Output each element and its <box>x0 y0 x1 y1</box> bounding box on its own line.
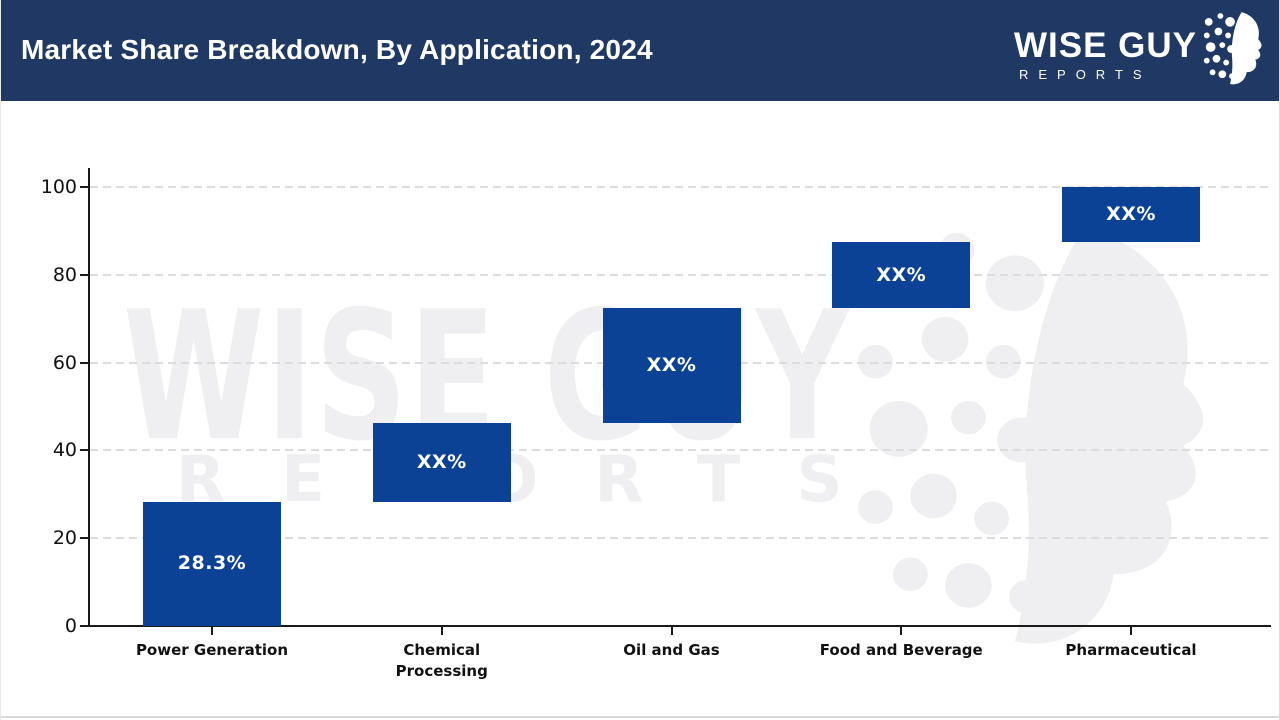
logo-wordmark: WISE GUY <box>1013 25 1197 65</box>
logo-subtitle: REPORTS <box>1018 66 1152 82</box>
y-tick-label: 100 <box>40 176 77 198</box>
chart-title: Market Share Breakdown, By Application, … <box>21 34 653 65</box>
y-tick-mark <box>80 273 89 276</box>
y-axis-line <box>88 168 90 627</box>
y-tick-label: 40 <box>52 439 77 462</box>
y-tick-label: 0 <box>64 615 77 637</box>
y-tick-label: 20 <box>52 527 77 550</box>
x-tick-mark <box>1130 627 1132 635</box>
gridline <box>90 273 1271 276</box>
y-tick-mark <box>80 449 89 452</box>
x-tick-mark <box>211 627 213 635</box>
watermark-reports: REPORTS <box>176 443 899 517</box>
header: Market Share Breakdown, By Application, … <box>1 0 1279 101</box>
x-tick-mark <box>900 627 903 635</box>
figure-bottom-border <box>1 716 1279 718</box>
x-category-label: Oil and Gas <box>623 641 720 659</box>
x-tick-mark <box>440 627 443 635</box>
y-tick-label: 80 <box>52 263 77 286</box>
bar: XX% <box>602 308 741 423</box>
logo-face-icon <box>1203 12 1262 85</box>
gridline <box>90 537 1271 540</box>
gridline <box>90 186 1271 188</box>
x-axis-line <box>83 625 1271 627</box>
bar-value-label: XX% <box>1106 202 1156 225</box>
bar-value-label: XX% <box>416 450 467 473</box>
bar: XX% <box>372 422 511 502</box>
y-tick-mark <box>80 361 89 364</box>
bar-value-label: 28.3% <box>177 552 247 575</box>
x-tick-mark <box>670 627 673 635</box>
bar: XX% <box>1062 187 1200 242</box>
wise-guy-logo: WISE GUY REPORTS <box>1014 8 1265 90</box>
y-tick-label: 60 <box>52 351 77 374</box>
x-category-label: Food and Beverage <box>819 641 983 659</box>
bar: 28.3% <box>143 501 281 626</box>
bar: XX% <box>832 241 971 309</box>
bar-value-label: XX% <box>876 263 927 286</box>
gridline <box>90 449 1271 452</box>
x-category-label: Pharmaceutical <box>1065 641 1197 659</box>
bar-value-label: XX% <box>646 353 697 376</box>
x-category-label: Chemical Processing <box>395 641 488 680</box>
y-tick-mark <box>80 186 89 188</box>
logo-text: WISE GUY REPORTS <box>1014 28 1197 81</box>
x-category-label: Power Generation <box>135 641 289 659</box>
y-tick-mark <box>80 625 89 627</box>
y-tick-mark <box>80 537 89 540</box>
